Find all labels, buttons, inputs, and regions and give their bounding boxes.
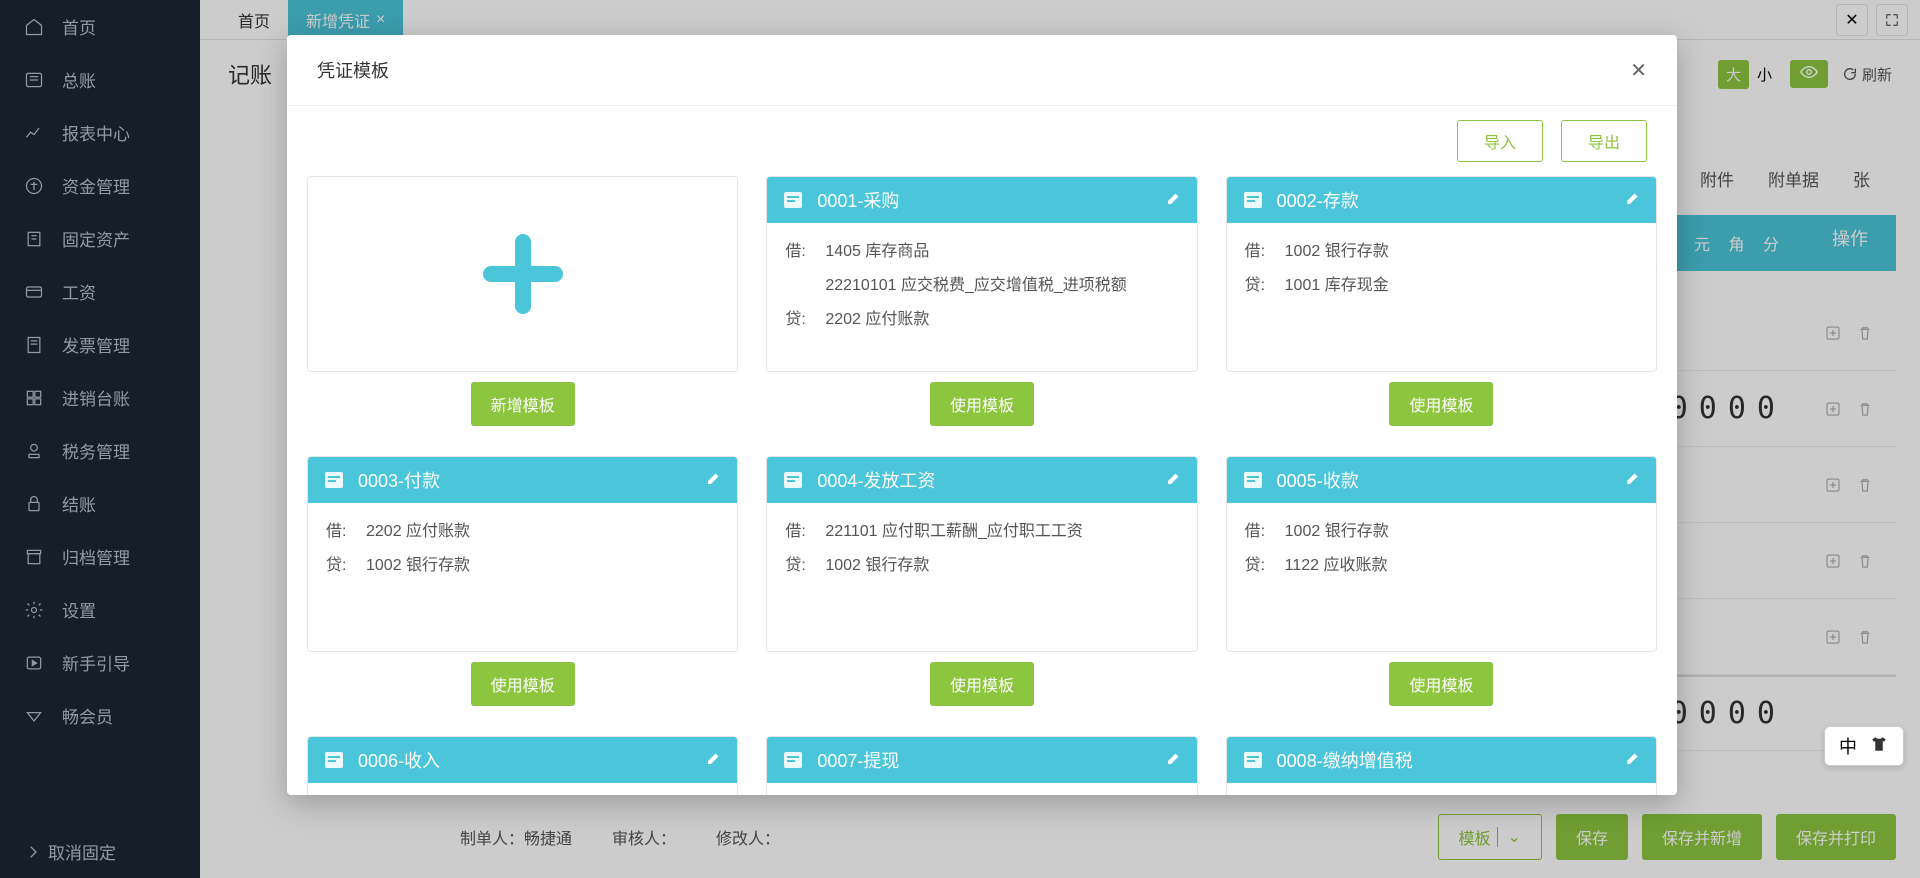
- modal-title: 凭证模板: [317, 57, 389, 83]
- ime-indicator: 中: [1824, 726, 1904, 766]
- template-icon: [781, 468, 805, 492]
- export-button[interactable]: 导出: [1561, 120, 1647, 162]
- use-template-button[interactable]: 使用模板: [930, 662, 1034, 706]
- modal-close-button[interactable]: ✕: [1630, 58, 1647, 83]
- template-modal: 凭证模板 ✕ 导入 导出 新增模板 0001-采购借:1405 库存商品22210…: [287, 35, 1677, 795]
- edit-icon[interactable]: [1624, 189, 1642, 212]
- edit-icon[interactable]: [1165, 189, 1183, 212]
- edit-icon[interactable]: [705, 469, 723, 492]
- template-title: 0003-付款: [358, 467, 440, 493]
- use-template-button[interactable]: 使用模板: [1389, 662, 1493, 706]
- template-icon: [322, 468, 346, 492]
- template-title: 0008-缴纳增值税: [1277, 747, 1413, 773]
- template-title: 0001-采购: [817, 187, 899, 213]
- plus-icon: [473, 224, 573, 324]
- template-title: 0004-发放工资: [817, 467, 935, 493]
- template-card[interactable]: 0002-存款借:1002 银行存款贷:1001 库存现金: [1226, 176, 1657, 372]
- template-card[interactable]: 0007-提现借:1001 库存现金: [766, 736, 1197, 795]
- template-card[interactable]: 0008-缴纳增值税借:222102 应交税费_未交增值税: [1226, 736, 1657, 795]
- edit-icon[interactable]: [1165, 749, 1183, 772]
- template-card[interactable]: 0005-收款借:1002 银行存款贷:1122 应收账款: [1226, 456, 1657, 652]
- template-icon: [1241, 468, 1265, 492]
- use-template-button[interactable]: 使用模板: [471, 662, 575, 706]
- new-template-card[interactable]: [307, 176, 738, 372]
- template-card[interactable]: 0003-付款借:2202 应付账款贷:1002 银行存款: [307, 456, 738, 652]
- template-title: 0006-收入: [358, 747, 440, 773]
- edit-icon[interactable]: [1165, 469, 1183, 492]
- use-template-button[interactable]: 使用模板: [1389, 382, 1493, 426]
- template-icon: [322, 748, 346, 772]
- use-template-button[interactable]: 使用模板: [930, 382, 1034, 426]
- template-card[interactable]: 0006-收入借:1122 应收账款: [307, 736, 738, 795]
- shirt-icon: [1869, 735, 1889, 758]
- template-title: 0007-提现: [817, 747, 899, 773]
- template-card[interactable]: 0001-采购借:1405 库存商品22210101 应交税费_应交增值税_进项…: [766, 176, 1197, 372]
- edit-icon[interactable]: [1624, 749, 1642, 772]
- template-icon: [781, 748, 805, 772]
- edit-icon[interactable]: [705, 749, 723, 772]
- template-title: 0002-存款: [1277, 187, 1359, 213]
- import-button[interactable]: 导入: [1457, 120, 1543, 162]
- new-template-button[interactable]: 新增模板: [471, 382, 575, 426]
- template-icon: [1241, 188, 1265, 212]
- template-icon: [781, 188, 805, 212]
- edit-icon[interactable]: [1624, 469, 1642, 492]
- template-title: 0005-收款: [1277, 467, 1359, 493]
- template-icon: [1241, 748, 1265, 772]
- template-card[interactable]: 0004-发放工资借:221101 应付职工薪酬_应付职工工资贷:1002 银行…: [766, 456, 1197, 652]
